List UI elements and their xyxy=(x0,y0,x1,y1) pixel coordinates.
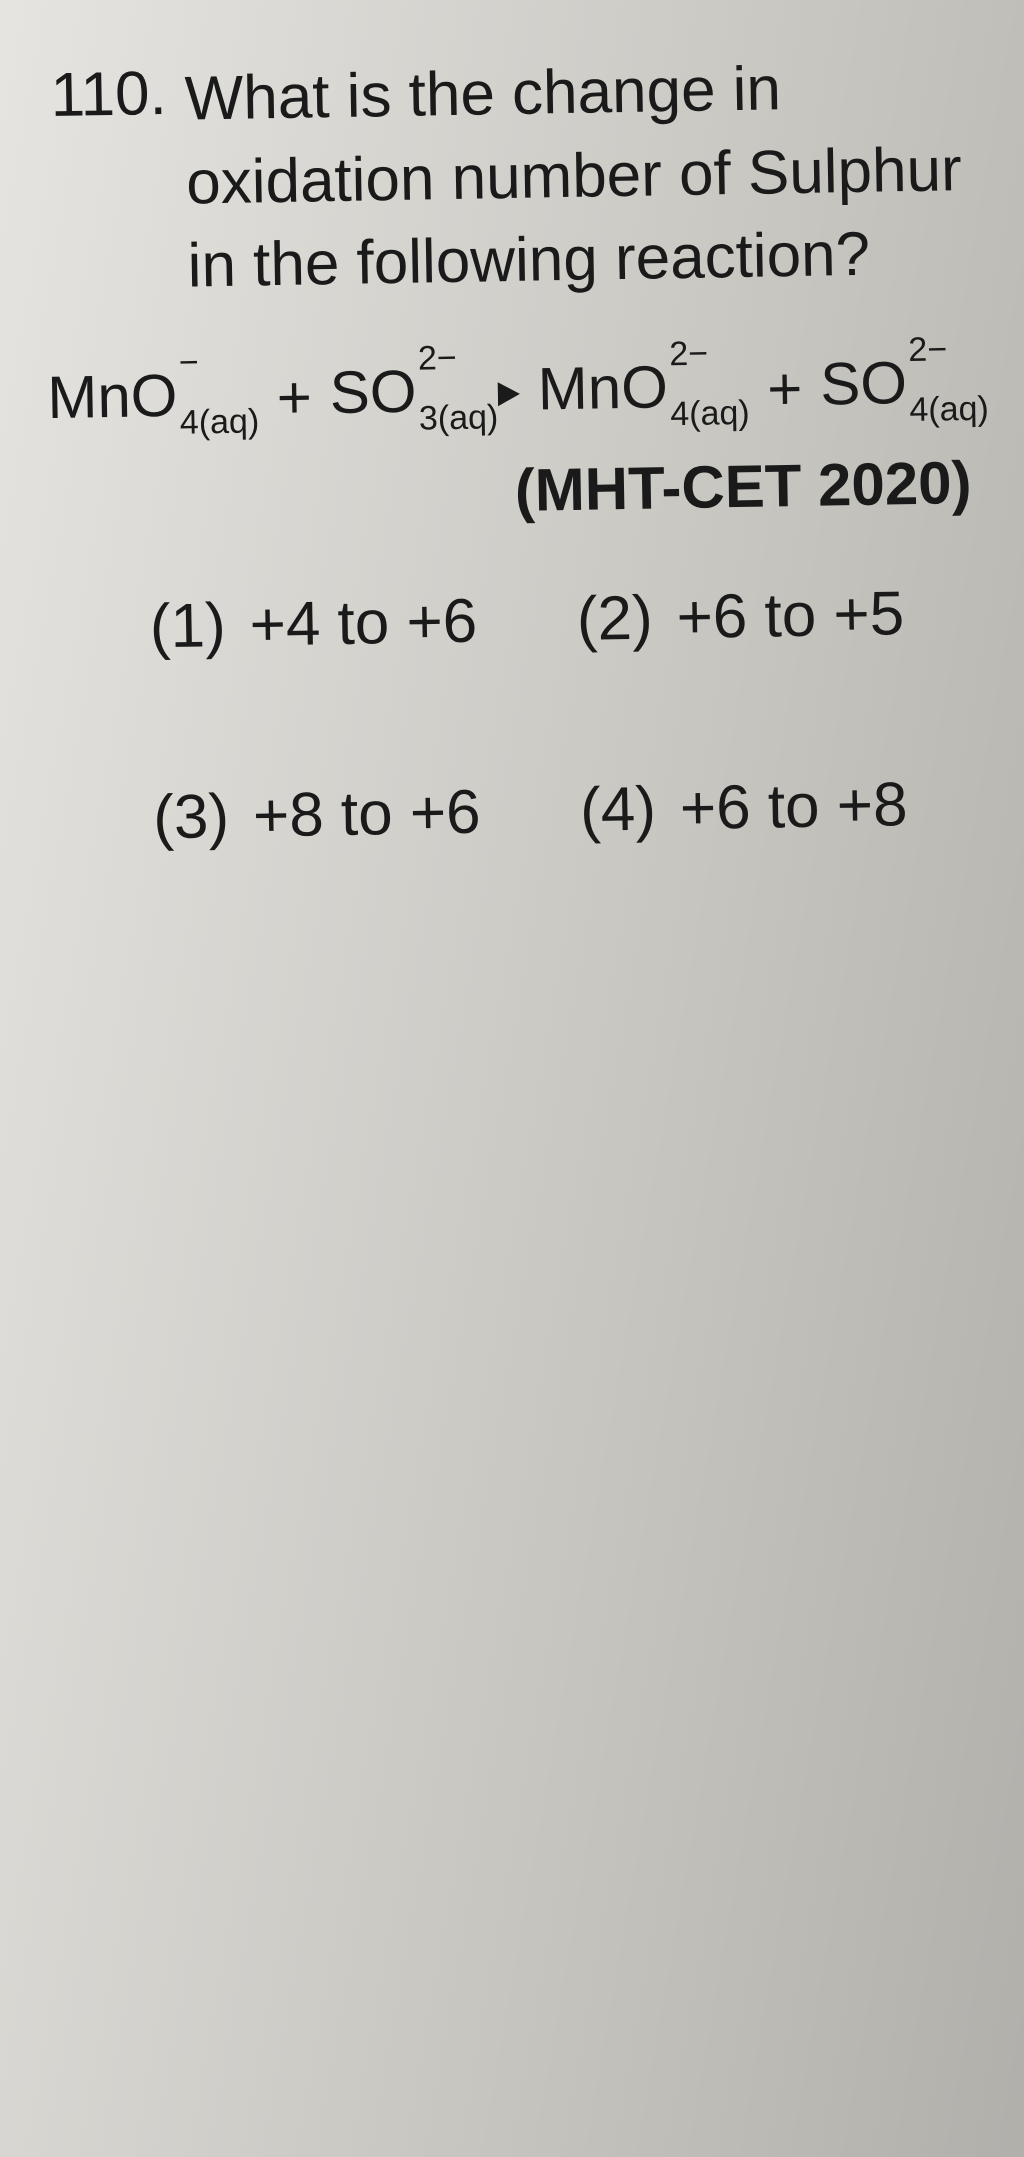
option-number: (3) xyxy=(153,781,230,853)
species-base: SO xyxy=(820,353,908,415)
species-subscript: 4(aq) xyxy=(180,404,260,439)
option-1[interactable]: (1) +4 to +6 xyxy=(149,584,557,662)
product-1: MnO 2− 4(aq) xyxy=(537,355,750,427)
exam-page: 110. What is the change in oxidation num… xyxy=(50,44,988,855)
species-base: MnO xyxy=(537,357,668,419)
reactant-2: SO 2− 3(aq) xyxy=(329,360,498,431)
option-number: (1) xyxy=(149,590,226,662)
question-text: What is the change in oxidation number o… xyxy=(184,44,978,309)
species-charge: 2− xyxy=(669,335,749,370)
species-subscript: 3(aq) xyxy=(419,400,499,435)
options-grid: (1) +4 to +6 (2) +6 to +5 (3) +8 to +6 (… xyxy=(149,577,987,854)
option-2[interactable]: (2) +6 to +5 xyxy=(576,577,984,655)
species-subscript: 4(aq) xyxy=(670,395,750,430)
reaction-equation: MnO − 4(aq) + SO 2− 3(aq) MnO 2− 4(aq) +… xyxy=(55,351,980,436)
option-text: +6 to +8 xyxy=(679,769,908,844)
option-4[interactable]: (4) +6 to +8 xyxy=(580,768,988,846)
plus-sign: + xyxy=(767,354,803,424)
species-charge: 2− xyxy=(418,340,498,375)
species-charge: − xyxy=(178,344,258,379)
species-base: MnO xyxy=(47,365,178,427)
species-base: SO xyxy=(329,361,417,423)
source-tag: (MHT-CET 2020) xyxy=(57,448,972,533)
option-number: (4) xyxy=(580,774,657,846)
plus-sign: + xyxy=(276,363,312,433)
question-block: 110. What is the change in oxidation num… xyxy=(50,44,978,311)
question-number: 110. xyxy=(50,58,170,311)
option-text: +8 to +6 xyxy=(252,777,481,852)
product-2: SO 2− 4(aq) xyxy=(820,351,989,422)
species-charge: 2− xyxy=(908,331,988,366)
option-text: +6 to +5 xyxy=(676,578,905,653)
option-3[interactable]: (3) +8 to +6 xyxy=(153,775,561,853)
option-number: (2) xyxy=(576,583,653,655)
option-text: +4 to +6 xyxy=(249,586,478,661)
reactant-1: MnO − 4(aq) xyxy=(47,364,260,436)
species-subscript: 4(aq) xyxy=(909,391,989,426)
